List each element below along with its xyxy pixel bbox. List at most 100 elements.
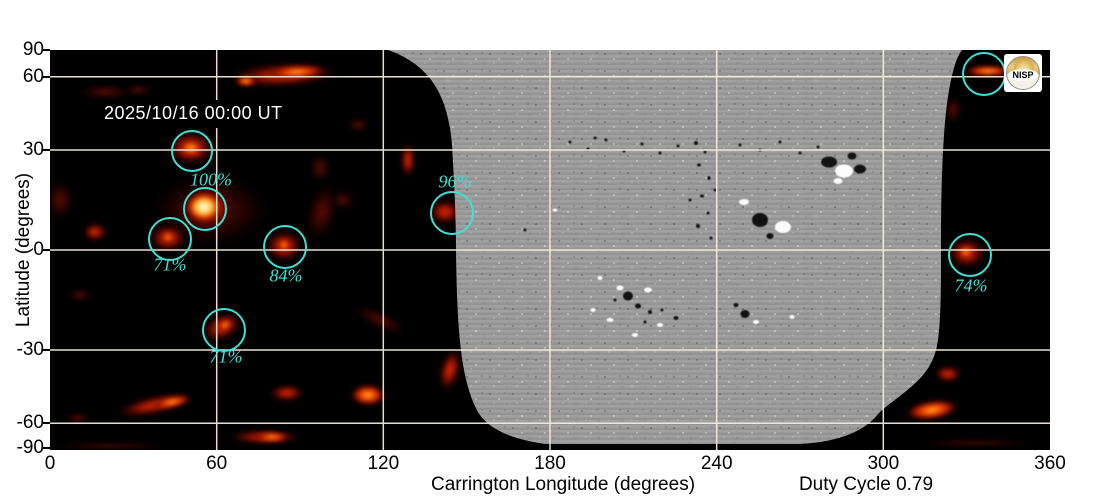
detection-strength-label: 84% <box>269 265 303 286</box>
x-tick-label: 180 <box>534 453 566 474</box>
x-tick-label: 300 <box>867 453 900 474</box>
detection-strength-label: 71% <box>153 254 187 275</box>
magnetogram-negative-polarity-patch <box>706 211 710 215</box>
magnetogram-negative-polarity-patch <box>613 298 617 302</box>
seismic-signal-blob <box>68 288 92 302</box>
magnetogram-negative-polarity-patch <box>673 316 679 320</box>
magnetogram-negative-polarity-patch <box>700 194 704 198</box>
x-tick-label: 0 <box>44 453 56 474</box>
magnetogram-positive-polarity-patch <box>616 285 624 291</box>
seismic-signal-blob <box>254 432 290 442</box>
magnetogram-positive-polarity-patch <box>775 221 791 233</box>
y-tick-mark <box>43 75 50 78</box>
magnetogram-negative-polarity-patch <box>703 150 707 154</box>
seismic-signal-blob <box>50 443 172 449</box>
magnetogram-positive-polarity-patch <box>590 308 596 312</box>
magnetogram-positive-polarity-patch <box>657 323 663 327</box>
magnetogram-positive-polarity-patch <box>632 333 638 337</box>
seismic-signal-blob <box>82 222 108 242</box>
detection-strength-label: 71% <box>209 346 243 367</box>
magnetogram-negative-polarity-patch <box>752 213 768 227</box>
magnetogram-positive-polarity-patch <box>644 287 652 293</box>
detection-circle <box>202 308 246 352</box>
magnetogram-positive-polarity-patch <box>835 164 853 178</box>
magnetogram-negative-polarity-patch <box>713 188 717 192</box>
magnetogram-negative-polarity-patch <box>643 320 647 324</box>
magnetogram-active-regions <box>523 136 866 337</box>
nisp-logo-text: NISP <box>1008 69 1038 81</box>
magnetogram-negative-polarity-patch <box>568 140 572 144</box>
magnetogram-positive-polarity-patch <box>552 208 558 212</box>
y-tick-mark <box>43 447 50 449</box>
seismic-signal-blob <box>235 75 257 87</box>
detection-circle <box>171 130 213 172</box>
detection-circle <box>183 187 227 231</box>
magnetogram-negative-polarity-patch <box>523 228 527 232</box>
seismic-signal-blob <box>350 384 386 406</box>
seismic-signal-blob <box>65 412 91 424</box>
magnetogram-negative-polarity-patch <box>766 233 774 239</box>
detection-strength-label: 100% <box>190 169 232 190</box>
magnetogram-negative-polarity-patch <box>738 143 742 147</box>
magnetogram-negative-polarity-patch <box>778 140 782 144</box>
magnetogram-positive-polarity-patch <box>789 315 795 319</box>
magnetogram-positive-polarity-patch <box>597 276 603 280</box>
magnetogram-positive-polarity-patch <box>739 199 749 205</box>
magnetogram-negative-polarity-patch <box>697 163 701 167</box>
magnetogram-positive-polarity-patch <box>753 320 759 324</box>
y-tick-mark <box>43 49 50 51</box>
magnetogram-negative-polarity-patch <box>635 303 641 309</box>
magnetogram-negative-polarity-patch <box>658 151 662 155</box>
y-tick-label: 0 <box>33 239 44 260</box>
seismic-signal-blob <box>50 180 74 220</box>
timestamp-label: 2025/10/16 00:00 UT <box>102 100 290 128</box>
magnetogram-negative-polarity-patch <box>648 310 652 314</box>
seismic-signal-blob <box>910 440 1040 446</box>
x-tick-label: 360 <box>1034 453 1066 474</box>
x-tick-label: 240 <box>700 453 733 474</box>
detection-strength-label: 74% <box>954 275 988 296</box>
y-tick-label: -90 <box>16 437 44 458</box>
y-tick-label: 60 <box>22 65 44 87</box>
detection-circle <box>263 225 307 269</box>
seismic-signal-blob <box>933 365 963 383</box>
magnetogram-positive-polarity-patch <box>606 318 614 322</box>
seismic-signal-blob <box>269 384 305 402</box>
magnetogram-negative-polarity-patch <box>821 156 837 168</box>
x-tick-label: 60 <box>206 453 228 474</box>
magnetogram-negative-polarity-patch <box>816 145 820 149</box>
magnetogram-negative-polarity-patch <box>740 310 750 318</box>
y-axis-title: Latitude (degrees) <box>13 172 34 328</box>
magnetogram-negative-polarity-patch <box>660 308 664 312</box>
detection-circle <box>148 217 192 261</box>
seismic-signal-blob <box>124 84 152 96</box>
y-tick-label: -60 <box>16 412 44 434</box>
y-tick-mark <box>43 422 50 425</box>
seismic-signal-blob <box>944 95 962 125</box>
map-plot-area: 72%100%71%84%71%96%74% 2025/10/16 00:00 … <box>50 50 1050 450</box>
nisp-logo-ring: NISP <box>1006 56 1040 90</box>
magnetogram-negative-polarity-patch <box>709 236 713 240</box>
magnetogram-negative-polarity-patch <box>593 136 597 140</box>
nisp-logo: NISP <box>1004 54 1042 92</box>
magnetogram-negative-polarity-patch <box>676 144 680 148</box>
detection-circle <box>430 191 474 235</box>
y-tick-mark <box>43 149 50 151</box>
nearside-magnetogram <box>388 50 962 444</box>
y-tick-mark <box>43 349 50 351</box>
magnetogram-negative-polarity-patch <box>733 303 739 307</box>
y-tick-label: -30 <box>16 339 44 360</box>
magnetogram-positive-polarity-patch <box>833 178 843 184</box>
detection-circle <box>962 52 1006 96</box>
duty-cycle-label: Duty Cycle 0.79 <box>798 474 934 495</box>
y-tick-label: 90 <box>22 39 44 60</box>
magnetogram-negative-polarity-patch <box>688 198 692 202</box>
magnetogram-negative-polarity-patch <box>694 141 698 145</box>
magnetogram-negative-polarity-patch <box>707 176 711 180</box>
magnetogram-negative-polarity-patch <box>640 142 644 146</box>
seismic-signal-blob <box>79 84 131 100</box>
y-tick-label: 30 <box>22 139 44 160</box>
x-tick-label: 120 <box>367 453 400 474</box>
y-tick-mark <box>43 249 50 251</box>
